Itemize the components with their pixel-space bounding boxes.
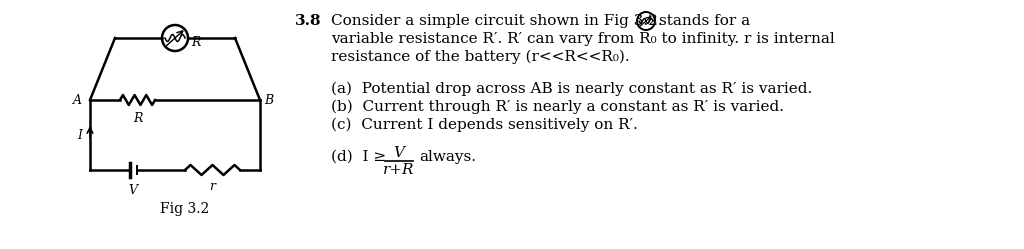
Text: Fig 3.2: Fig 3.2 (161, 202, 210, 216)
Text: r: r (210, 180, 215, 193)
Text: R: R (133, 112, 142, 125)
Text: 3.8: 3.8 (295, 14, 322, 28)
Text: A: A (73, 94, 82, 107)
Text: V: V (128, 184, 137, 197)
Text: variable resistance R′. R′ can vary from R₀ to infinity. r is internal: variable resistance R′. R′ can vary from… (331, 32, 835, 46)
Text: (d)  I ≥: (d) I ≥ (331, 150, 386, 164)
Text: resistance of the battery (r<<R<<R₀).: resistance of the battery (r<<R<<R₀). (331, 50, 630, 64)
Text: r+R: r+R (383, 163, 415, 177)
Text: stands for a: stands for a (659, 14, 751, 28)
Text: always.: always. (419, 150, 476, 164)
Text: V: V (393, 146, 404, 160)
Text: I: I (77, 128, 82, 141)
Text: (c)  Current I depends sensitively on R′.: (c) Current I depends sensitively on R′. (331, 118, 638, 132)
Text: (a)  Potential drop across AB is nearly constant as R′ is varied.: (a) Potential drop across AB is nearly c… (331, 82, 812, 96)
Text: B: B (264, 94, 273, 107)
Text: R: R (191, 36, 201, 49)
Text: Consider a simple circuit shown in Fig 3.2.: Consider a simple circuit shown in Fig 3… (331, 14, 663, 28)
Text: (b)  Current through R′ is nearly a constant as R′ is varied.: (b) Current through R′ is nearly a const… (331, 100, 784, 114)
